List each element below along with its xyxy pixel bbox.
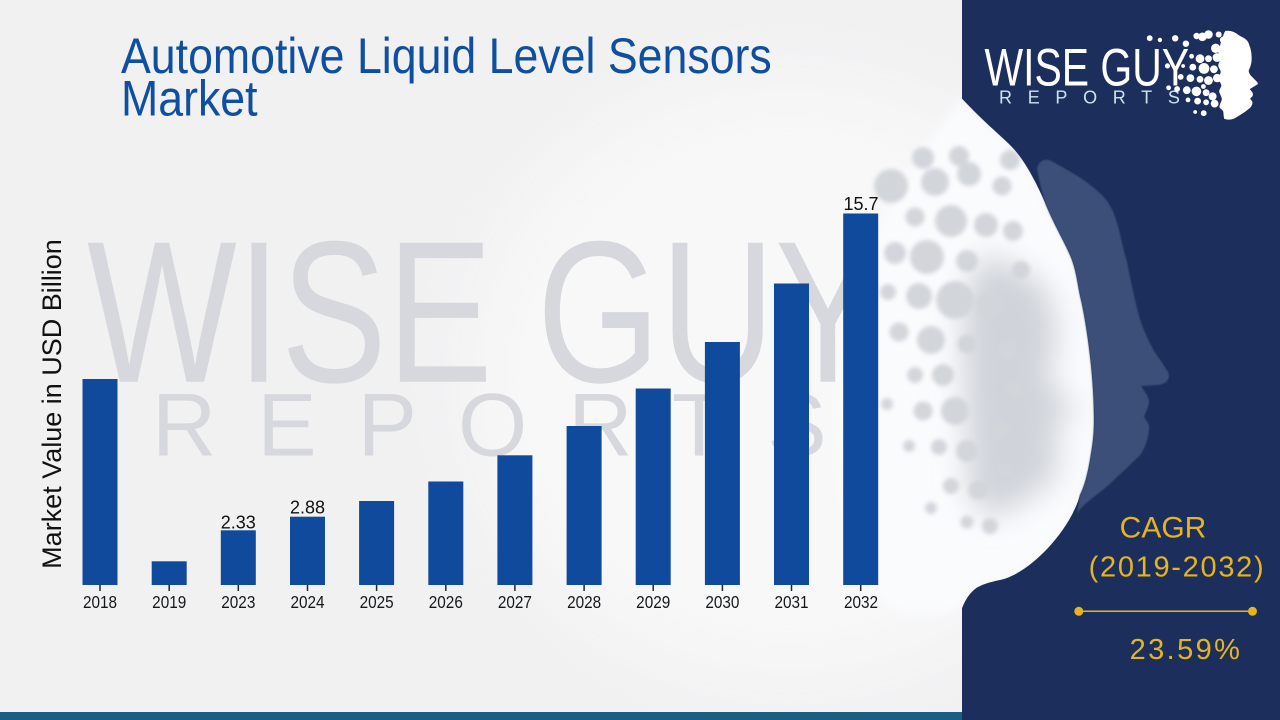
svg-text:2026: 2026 [429, 593, 463, 612]
svg-text:2027: 2027 [498, 593, 532, 612]
svg-text:CAGR: CAGR [1120, 512, 1207, 545]
svg-text:2023: 2023 [221, 593, 255, 612]
svg-text:2029: 2029 [636, 593, 670, 612]
svg-text:2031: 2031 [774, 593, 808, 612]
svg-text:Market: Market [121, 71, 258, 127]
svg-text:WISE GUY: WISE GUY [87, 200, 881, 425]
svg-text:2025: 2025 [360, 593, 394, 612]
svg-text:Market Value in USD Billion: Market Value in USD Billion [37, 239, 67, 569]
svg-text:15.7: 15.7 [843, 194, 878, 214]
svg-text:REPORTS: REPORTS [999, 88, 1196, 108]
svg-text:2.88: 2.88 [290, 498, 325, 518]
svg-text:2018: 2018 [83, 593, 117, 612]
svg-text:2.33: 2.33 [221, 512, 256, 532]
svg-text:2024: 2024 [290, 593, 324, 612]
svg-text:WISE GUY: WISE GUY [985, 38, 1190, 97]
svg-text:2030: 2030 [705, 593, 739, 612]
svg-text:23.59%: 23.59% [1130, 634, 1243, 666]
svg-text:2032: 2032 [844, 593, 878, 612]
svg-text:(2019-2032): (2019-2032) [1089, 551, 1266, 583]
svg-text:Automotive Liquid Level Sensor: Automotive Liquid Level Sensors [121, 29, 772, 85]
svg-text:2019: 2019 [152, 593, 186, 612]
svg-text:2028: 2028 [567, 593, 601, 612]
